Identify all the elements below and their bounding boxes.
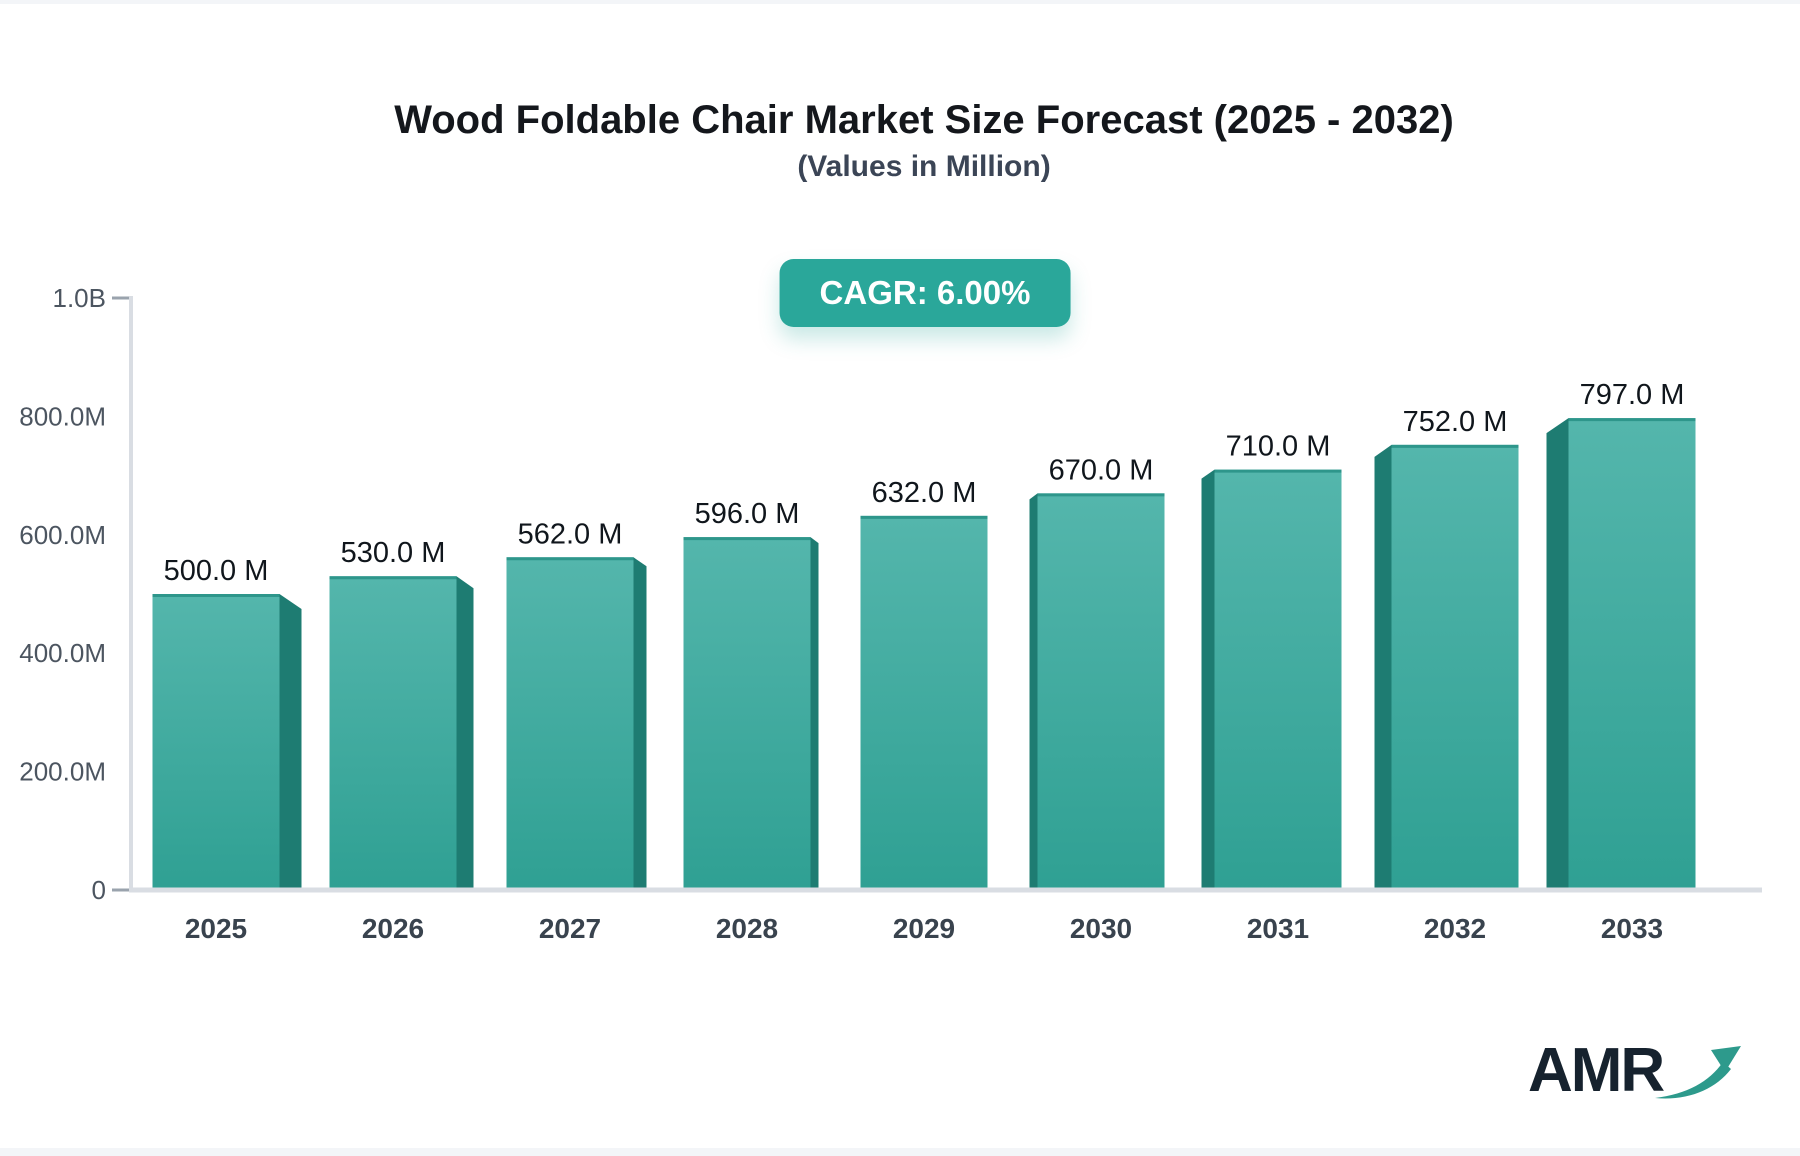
- bar-value-label: 562.0 M: [518, 518, 623, 550]
- bar-2028: [683, 537, 811, 890]
- bar-group-2028: 596.0 M 2028: [683, 498, 819, 944]
- category-label: 2025: [185, 913, 247, 944]
- category-label: 2030: [1070, 913, 1132, 944]
- bar-side-2032: [1374, 444, 1392, 890]
- category-label: 2032: [1424, 913, 1486, 944]
- chart-subtitle: (Values in Million): [797, 150, 1051, 183]
- bar-group-2031: 710.0 M 2031: [1201, 431, 1342, 944]
- bar-value-label: 530.0 M: [341, 537, 446, 569]
- bar-value-label: 752.0 M: [1403, 406, 1508, 438]
- bar-group-2033: 797.0 M 2033: [1546, 379, 1696, 944]
- bar-2033: [1568, 418, 1696, 890]
- growth-arrow-icon: [1655, 1046, 1742, 1099]
- y-tick-label: 400.0M: [19, 638, 106, 668]
- bar-value-label: 670.0 M: [1049, 454, 1154, 486]
- bar-2032: [1391, 444, 1519, 890]
- category-label: 2031: [1247, 913, 1309, 944]
- bar-2029: [860, 515, 988, 890]
- category-label: 2033: [1601, 913, 1663, 944]
- bar-value-label: 596.0 M: [695, 498, 800, 530]
- category-label: 2027: [539, 913, 601, 944]
- bar-side-2031: [1201, 469, 1215, 890]
- bar-side-2025: [279, 594, 302, 890]
- chart-card: Wood Foldable Chair Market Size Forecast…: [0, 4, 1800, 1148]
- bar-group-2026: 530.0 M 2026: [329, 537, 474, 944]
- bar-chart: 500.0 M 2025 530.0 M 2026 562.0 M 2027 596.0 M…: [19, 283, 1762, 944]
- y-tick-label: 200.0M: [19, 757, 106, 787]
- bar-group-2027: 562.0 M 2027: [506, 518, 647, 944]
- amr-logo: AMR: [1528, 1040, 1745, 1104]
- bar-side-2028: [810, 537, 819, 890]
- bar-value-label: 500.0 M: [164, 555, 269, 587]
- bar-value-label: 797.0 M: [1580, 379, 1685, 411]
- y-tick-label: 600.0M: [19, 520, 106, 550]
- y-tick-label: 800.0M: [19, 401, 106, 431]
- bar-side-2026: [456, 576, 474, 890]
- category-label: 2029: [893, 913, 955, 944]
- bar-2031: [1214, 469, 1342, 890]
- amr-logo-text: AMR: [1528, 1036, 1665, 1105]
- bar-value-label: 632.0 M: [872, 477, 977, 509]
- bar-2025: [152, 594, 280, 890]
- bar-side-2027: [633, 557, 647, 890]
- chart-title: Wood Foldable Chair Market Size Forecast…: [394, 98, 1454, 142]
- bar-group-2029: 632.0 M 2029: [860, 477, 988, 944]
- bar-group-2032: 752.0 M 2032: [1374, 406, 1519, 944]
- bar-2030: [1037, 493, 1165, 890]
- bar-2026: [329, 576, 457, 890]
- bar-group-2030: 670.0 M 2030: [1029, 454, 1165, 944]
- cagr-badge: CAGR: 6.00%: [779, 259, 1071, 327]
- category-label: 2028: [716, 913, 778, 944]
- bar-side-2033: [1546, 418, 1569, 890]
- bar-group-2025: 500.0 M 2025: [152, 555, 302, 944]
- bar-value-label: 710.0 M: [1226, 431, 1331, 463]
- y-tick-label: 1.0B: [53, 283, 107, 313]
- bar-side-2030: [1029, 493, 1038, 890]
- y-tick-label: 0: [92, 875, 106, 905]
- bar-2027: [506, 557, 634, 890]
- category-label: 2026: [362, 913, 424, 944]
